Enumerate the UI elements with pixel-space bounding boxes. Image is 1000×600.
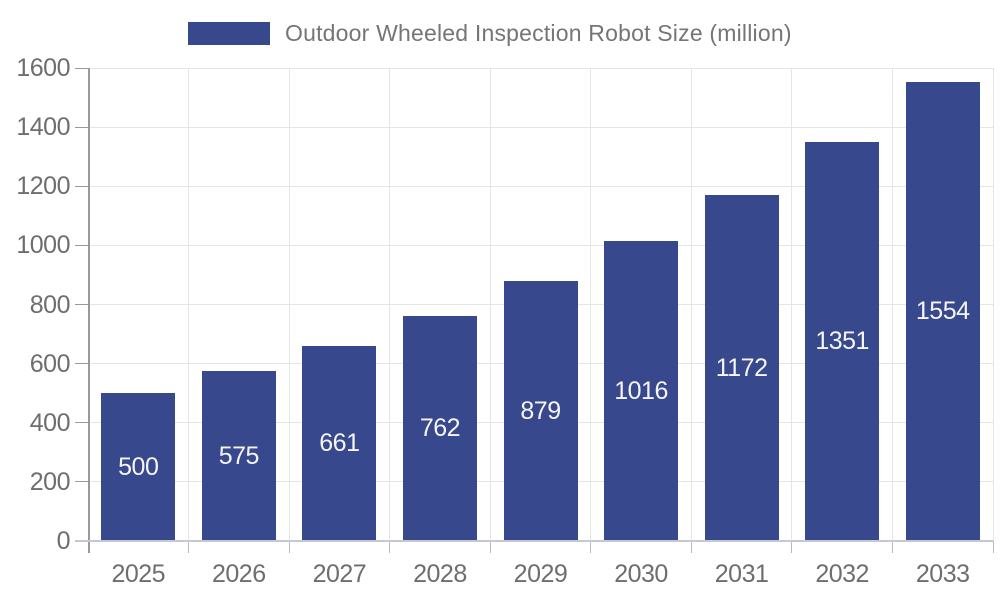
x-tick-label: 2032: [815, 560, 869, 588]
y-tick-label: 400: [29, 408, 71, 437]
y-axis-tick: [75, 422, 88, 424]
x-axis-tick: [489, 541, 491, 553]
y-axis-tick: [75, 126, 88, 128]
bar-value-label: 1351: [815, 327, 869, 356]
h-gridline: [88, 185, 993, 187]
bar-value-label: 575: [218, 442, 260, 470]
x-tick-label: 2029: [513, 560, 568, 588]
y-axis-tick: [75, 304, 88, 305]
legend-label: Outdoor Wheeled Inspection Robot Size (m…: [285, 20, 792, 46]
y-tick-label: 800: [29, 290, 71, 319]
y-tick-label: 200: [29, 467, 71, 496]
x-axis-tick: [791, 541, 793, 553]
legend-swatch-icon: [188, 22, 270, 45]
y-axis-tick: [75, 185, 88, 187]
bar-value-label: 1016: [614, 376, 668, 405]
bar[interactable]: 1554: [905, 81, 980, 541]
h-gridline: [88, 126, 993, 128]
bar-value-label: 1554: [915, 297, 970, 326]
bar[interactable]: 1016: [604, 240, 679, 541]
y-axis-tick: [75, 363, 88, 365]
y-tick-label: 1200: [16, 172, 70, 201]
y-axis-tick: [75, 481, 88, 483]
plot-area: 0 200 400 600 800 1000 1200 1400 1600 500 575 661 76…: [16, 54, 994, 588]
x-axis-tick: [992, 541, 994, 553]
v-gridline: [791, 68, 793, 541]
x-axis-tick: [891, 541, 893, 553]
y-tick-label: 1600: [16, 54, 70, 82]
bar[interactable]: 661: [302, 345, 377, 541]
bar[interactable]: 762: [402, 315, 477, 541]
v-gridline: [690, 68, 692, 541]
y-axis-tick: [75, 67, 88, 69]
bar-value-label: 661: [319, 429, 360, 458]
y-tick-label: 1000: [16, 231, 70, 260]
bar-value-label: 762: [419, 414, 461, 443]
h-gridline: [88, 244, 993, 246]
x-axis-tick: [188, 541, 190, 553]
v-gridline: [891, 68, 893, 541]
y-tick-label: 0: [56, 527, 71, 555]
bar[interactable]: 500: [101, 393, 176, 541]
bar[interactable]: 575: [201, 371, 276, 541]
legend-item[interactable]: Outdoor Wheeled Inspection Robot Size (m…: [188, 20, 792, 47]
y-tick-label: 600: [29, 349, 71, 378]
v-gridline: [288, 68, 290, 541]
bar-value-label: 500: [118, 453, 159, 482]
bar[interactable]: 1351: [805, 141, 880, 541]
x-tick-label: 2026: [212, 560, 266, 588]
x-tick-label: 2028: [413, 560, 467, 588]
v-gridline: [992, 68, 994, 541]
x-axis-tick: [590, 541, 592, 553]
h-gridline: [88, 67, 993, 69]
x-axis-tick: [389, 541, 391, 553]
x-tick-label: 2033: [915, 560, 970, 588]
bar[interactable]: 1172: [704, 194, 779, 541]
v-gridline: [489, 68, 491, 541]
x-axis-line: [75, 540, 993, 542]
x-tick-label: 2027: [312, 560, 367, 588]
x-axis-tick: [288, 541, 290, 553]
y-tick-label: 1400: [16, 113, 70, 142]
v-gridline: [389, 68, 391, 541]
bar[interactable]: 879: [503, 281, 578, 541]
y-axis-tick: [75, 244, 88, 246]
x-tick-label: 2030: [614, 560, 668, 588]
x-axis-tick: [690, 541, 692, 553]
v-gridline: [590, 68, 592, 541]
bar-value-label: 1172: [715, 353, 768, 382]
y-axis-line: [88, 68, 90, 553]
v-gridline: [188, 68, 190, 541]
x-tick-label: 2031: [714, 560, 769, 588]
x-tick-label: 2025: [111, 560, 166, 588]
legend: Outdoor Wheeled Inspection Robot Size (m…: [188, 20, 792, 47]
bar-value-label: 879: [520, 397, 561, 426]
